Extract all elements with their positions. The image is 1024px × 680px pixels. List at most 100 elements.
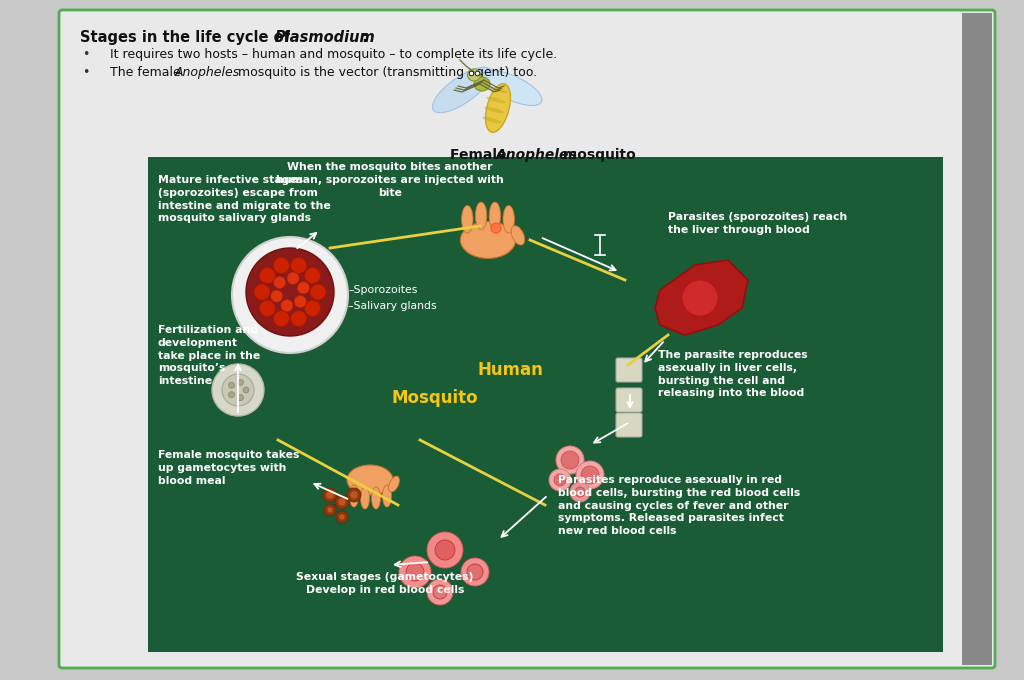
FancyBboxPatch shape <box>616 413 642 437</box>
Circle shape <box>554 474 566 486</box>
Circle shape <box>490 223 501 233</box>
Circle shape <box>575 487 585 497</box>
Circle shape <box>335 495 349 509</box>
Circle shape <box>222 374 254 406</box>
Circle shape <box>287 273 299 284</box>
Circle shape <box>338 498 346 506</box>
Text: –Salivary glands: –Salivary glands <box>348 301 436 311</box>
Circle shape <box>291 311 306 326</box>
Circle shape <box>406 563 424 581</box>
Circle shape <box>281 300 293 311</box>
Circle shape <box>461 558 489 586</box>
Circle shape <box>273 311 290 326</box>
Circle shape <box>327 507 333 513</box>
Ellipse shape <box>503 205 514 233</box>
Circle shape <box>310 284 326 300</box>
Circle shape <box>549 469 571 491</box>
Circle shape <box>259 267 275 284</box>
Circle shape <box>556 446 584 474</box>
Ellipse shape <box>360 487 370 509</box>
Circle shape <box>243 387 249 393</box>
Ellipse shape <box>486 97 506 103</box>
Circle shape <box>433 585 447 599</box>
Circle shape <box>228 382 234 388</box>
Ellipse shape <box>461 222 516 258</box>
Ellipse shape <box>511 226 524 245</box>
Text: mosquito: mosquito <box>558 148 636 162</box>
Circle shape <box>291 257 306 273</box>
Circle shape <box>561 451 579 469</box>
Ellipse shape <box>489 202 501 230</box>
Circle shape <box>228 392 234 398</box>
Text: Plasmodium: Plasmodium <box>275 30 376 45</box>
Circle shape <box>273 277 286 288</box>
Ellipse shape <box>482 71 542 105</box>
Circle shape <box>294 296 306 307</box>
Ellipse shape <box>462 205 473 233</box>
Circle shape <box>305 301 321 316</box>
Circle shape <box>259 301 275 316</box>
Text: Parasites (sporozoites) reach
the liver through blood: Parasites (sporozoites) reach the liver … <box>668 212 847 235</box>
Text: •: • <box>82 66 89 79</box>
Circle shape <box>350 491 358 499</box>
Circle shape <box>246 248 334 336</box>
Text: Female mosquito takes
up gametocytes with
blood meal: Female mosquito takes up gametocytes wit… <box>158 450 299 486</box>
Text: It requires two hosts – human and mosquito – to complete its life cycle.: It requires two hosts – human and mosqui… <box>110 48 557 61</box>
Ellipse shape <box>347 465 393 495</box>
Ellipse shape <box>485 84 510 133</box>
Circle shape <box>682 280 718 316</box>
Text: Parasites reproduce asexually in red
blood cells, bursting the red blood cells
a: Parasites reproduce asexually in red blo… <box>558 475 800 537</box>
Text: :: : <box>357 30 368 45</box>
Ellipse shape <box>474 77 490 91</box>
Text: Stages in the life cycle of: Stages in the life cycle of <box>80 30 295 45</box>
Circle shape <box>238 379 244 386</box>
Circle shape <box>254 284 270 300</box>
Ellipse shape <box>484 107 504 114</box>
Text: Mosquito: Mosquito <box>392 389 478 407</box>
Text: Female: Female <box>450 148 511 162</box>
Circle shape <box>238 394 244 401</box>
Text: mosquito is the vector (transmitting agent) too.: mosquito is the vector (transmitting age… <box>234 66 538 79</box>
Text: Anopheles: Anopheles <box>496 148 578 162</box>
Text: When the mosquito bites another
human, sporozoites are injected with
bite: When the mosquito bites another human, s… <box>276 162 504 198</box>
Ellipse shape <box>475 202 486 230</box>
Ellipse shape <box>482 117 502 123</box>
Ellipse shape <box>349 485 358 507</box>
Circle shape <box>324 504 336 516</box>
Circle shape <box>575 461 604 489</box>
Text: Mature infective stages
(sporozoites) escape from
intestine and migrate to the
m: Mature infective stages (sporozoites) es… <box>158 175 331 224</box>
Ellipse shape <box>468 69 480 81</box>
Circle shape <box>427 532 463 568</box>
FancyBboxPatch shape <box>616 388 642 412</box>
Circle shape <box>427 579 453 605</box>
Circle shape <box>347 488 361 502</box>
Text: –Sporozoites: –Sporozoites <box>348 285 418 295</box>
Circle shape <box>467 564 483 580</box>
Text: Anopheles: Anopheles <box>175 66 241 79</box>
Bar <box>148 157 943 652</box>
Circle shape <box>323 488 337 502</box>
Circle shape <box>273 257 290 273</box>
Text: The parasite reproduces
asexually in liver cells,
bursting the cell and
releasin: The parasite reproduces asexually in liv… <box>658 350 808 398</box>
Circle shape <box>270 290 283 302</box>
FancyBboxPatch shape <box>616 358 642 382</box>
Circle shape <box>435 540 455 560</box>
Circle shape <box>570 482 590 502</box>
Polygon shape <box>655 260 748 335</box>
Text: The female: The female <box>110 66 184 79</box>
Circle shape <box>339 514 345 520</box>
Circle shape <box>212 364 264 416</box>
Ellipse shape <box>388 476 399 492</box>
Circle shape <box>399 556 431 588</box>
Ellipse shape <box>488 87 508 93</box>
Ellipse shape <box>432 67 492 113</box>
Text: Human: Human <box>477 361 543 379</box>
Ellipse shape <box>383 485 391 507</box>
Circle shape <box>232 237 348 353</box>
Circle shape <box>336 511 348 523</box>
Circle shape <box>305 267 321 284</box>
Text: •: • <box>82 48 89 61</box>
Circle shape <box>297 282 309 294</box>
Text: Sexual stages (gametocytes)
Develop in red blood cells: Sexual stages (gametocytes) Develop in r… <box>296 572 474 595</box>
Circle shape <box>581 466 599 484</box>
